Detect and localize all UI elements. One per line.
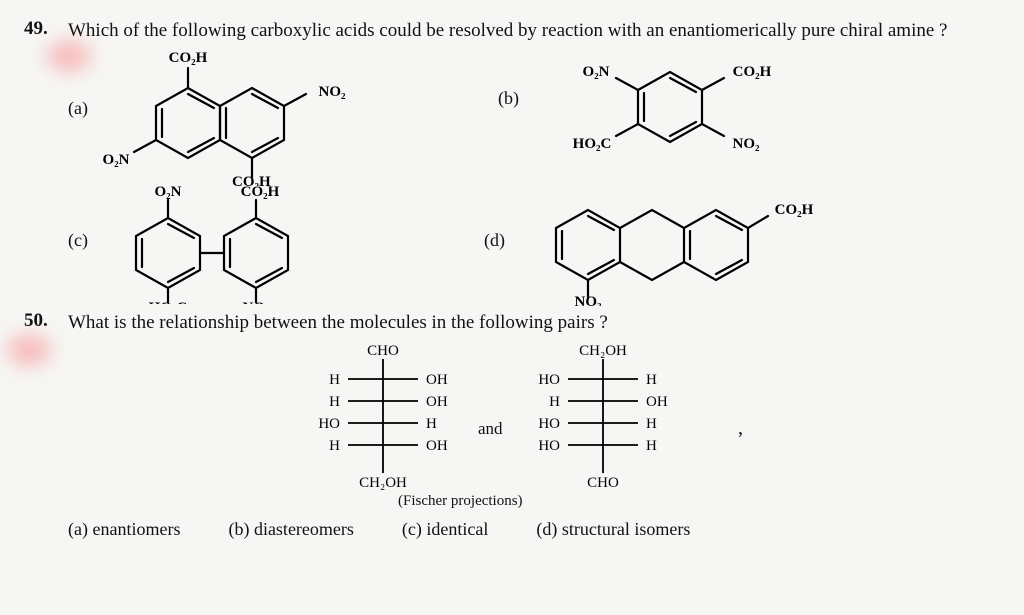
f-l-r2r: H	[426, 416, 437, 432]
label-no2-c: NO₂	[243, 300, 271, 304]
q49-opt-a-letter: (a)	[68, 98, 88, 119]
f-r-r2r: H	[646, 416, 657, 432]
fischer-left: CHO H OH H OH HO H H OH CH₂OH	[298, 341, 468, 491]
q50-number: 50.	[24, 310, 68, 332]
q49-struct-d: CO₂H NO₂	[516, 166, 836, 306]
q50-ans-d: (d) structural isomers	[536, 519, 690, 540]
fischer-caption: (Fischer projections)	[398, 493, 523, 510]
f-l-r1r: OH	[426, 394, 448, 410]
label-ho2c-c: HO₂C	[149, 300, 188, 304]
and-label: and	[478, 419, 503, 439]
q49-number: 49.	[24, 18, 68, 40]
label-no2-d: NO₂	[575, 294, 603, 306]
f-l-r0r: OH	[426, 372, 448, 388]
q50-answers: (a) enantiomers (b) diastereomers (c) id…	[68, 519, 1000, 540]
f-r-r0r: H	[646, 372, 657, 388]
label-o2n: O₂N	[103, 152, 130, 168]
f-l-r3l: H	[329, 438, 340, 454]
q49-opt-c-letter: (c)	[68, 230, 88, 251]
q50-text: What is the relationship between the mol…	[68, 310, 608, 336]
label-o2n-c: O₂N	[155, 184, 182, 200]
f-r-r1r: OH	[646, 394, 668, 410]
f-left-bottom: CH₂OH	[359, 475, 407, 491]
trailing-dot: ,	[738, 417, 743, 440]
f-l-r2l: HO	[318, 416, 340, 432]
f-r-r3l: HO	[538, 438, 560, 454]
q49-text: Which of the following carboxylic acids …	[68, 18, 947, 44]
fischer-right: CH₂OH HO H H OH HO H HO H CHO	[518, 341, 688, 491]
q49-struct-c: O₂N CO₂H HO₂C NO₂	[96, 178, 356, 304]
label-no2-b: NO₂	[733, 136, 761, 152]
f-r-r3r: H	[646, 438, 657, 454]
q49-row: 49. Which of the following carboxylic ac…	[24, 18, 1000, 44]
q49-options: (a) CO₂H NO₂ O₂N CO₂H	[68, 50, 1000, 304]
label-no2: NO₂	[319, 84, 347, 100]
f-right-bottom: CHO	[587, 475, 619, 491]
q50-ans-c: (c) identical	[402, 519, 488, 540]
f-l-r0l: H	[329, 372, 340, 388]
label-co2h: CO₂H	[169, 50, 208, 66]
f-r-r0l: HO	[538, 372, 560, 388]
q50-ans-a: (a) enantiomers	[68, 519, 180, 540]
f-left-top: CHO	[367, 343, 399, 359]
page: 49. Which of the following carboxylic ac…	[24, 18, 1000, 597]
f-l-r3r: OH	[426, 438, 448, 454]
f-r-r2l: HO	[538, 416, 560, 432]
label-ho2c-b: HO₂C	[573, 136, 612, 152]
q49-opt-d-letter: (d)	[484, 230, 505, 251]
label-co2h-c: CO₂H	[241, 184, 280, 200]
q50-ans-b: (b) diastereomers	[228, 519, 353, 540]
label-co2h-b: CO₂H	[733, 64, 772, 80]
label-o2n-b: O₂N	[583, 64, 610, 80]
q49-opt-b-letter: (b)	[498, 88, 519, 109]
f-l-r1l: H	[329, 394, 340, 410]
q49-struct-a: CO₂H NO₂ O₂N CO₂H	[96, 44, 376, 186]
q49-struct-b: O₂N CO₂H HO₂C NO₂	[528, 52, 808, 162]
q50-fischer-area: CHO H OH H OH HO H H OH CH₂OH and CH₂OH …	[68, 341, 1000, 511]
f-right-top: CH₂OH	[579, 343, 627, 359]
label-co2h-d: CO₂H	[775, 202, 814, 218]
q50-row: 50. What is the relationship between the…	[24, 310, 1000, 336]
f-r-r1l: H	[549, 394, 560, 410]
